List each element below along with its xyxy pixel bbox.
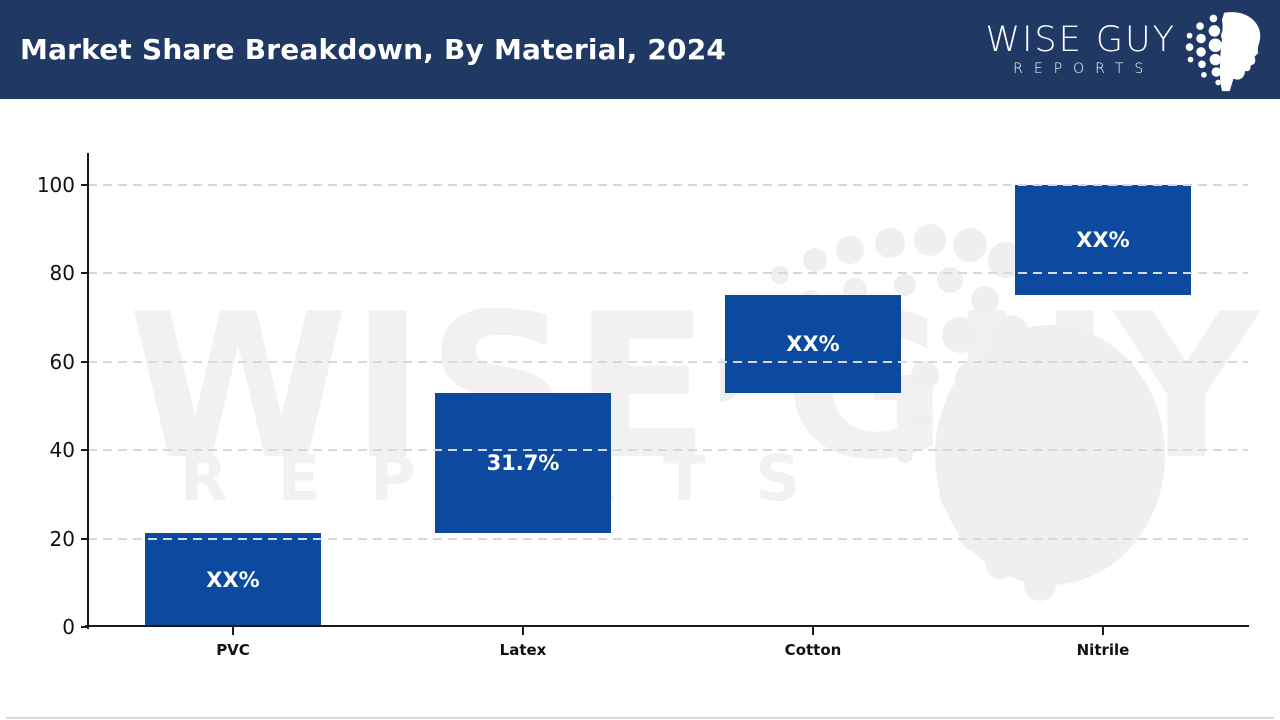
y-tick-label: 100 xyxy=(36,173,75,197)
y-axis-tick xyxy=(81,537,88,540)
bar-segment xyxy=(435,392,611,533)
y-axis-tick xyxy=(81,449,88,452)
y-axis-tick xyxy=(81,272,88,275)
bar-segment xyxy=(1015,185,1191,296)
x-category-label: Nitrile xyxy=(1076,641,1130,659)
bar-value-label: XX% xyxy=(786,331,840,356)
bar-value-label: XX% xyxy=(206,567,260,592)
wiseguy-logo-text: WISE GUY REPORTS xyxy=(985,19,1176,77)
gridline xyxy=(88,184,1248,186)
logo-subtitle: REPORTS xyxy=(1013,60,1155,77)
wiseguy-logo: WISE GUY REPORTS xyxy=(985,7,1266,93)
y-axis-tick xyxy=(81,626,88,628)
y-tick-label: 40 xyxy=(49,438,75,463)
y-tick-label: 60 xyxy=(49,349,75,374)
y-axis-tick xyxy=(81,360,88,363)
watermark-head-icon xyxy=(720,224,1165,601)
gridline xyxy=(88,272,1248,275)
y-tick-label: 20 xyxy=(49,526,75,551)
y-tick-label: 80 xyxy=(49,261,75,286)
gridline xyxy=(88,360,1248,363)
x-category-label: Cotton xyxy=(784,641,842,659)
logo-wordmark: WISE GUY xyxy=(985,19,1176,60)
x-axis-tick xyxy=(522,627,524,635)
chart-title: Market Share Breakdown, By Material, 202… xyxy=(20,33,727,66)
bar-value-label: 31.7% xyxy=(486,450,560,475)
x-axis-tick xyxy=(232,627,234,635)
x-axis-tick xyxy=(812,627,814,635)
header: Market Share Breakdown, By Material, 202… xyxy=(0,0,1280,99)
gridline xyxy=(88,449,1248,452)
bar-segment xyxy=(725,295,901,393)
bottom-divider xyxy=(6,717,1274,719)
y-tick-label: 0 xyxy=(62,615,75,639)
bar-segment xyxy=(145,532,321,627)
gridline xyxy=(88,537,1248,540)
y-axis-tick xyxy=(81,184,88,186)
x-axis-tick xyxy=(1102,627,1104,635)
x-category-label: PVC xyxy=(216,641,250,659)
y-axis-line xyxy=(87,153,89,629)
x-axis-line xyxy=(85,625,1249,627)
x-category-label: Latex xyxy=(499,641,547,659)
bar-value-label: XX% xyxy=(1076,228,1130,253)
wiseguy-head-icon xyxy=(1185,11,1261,91)
